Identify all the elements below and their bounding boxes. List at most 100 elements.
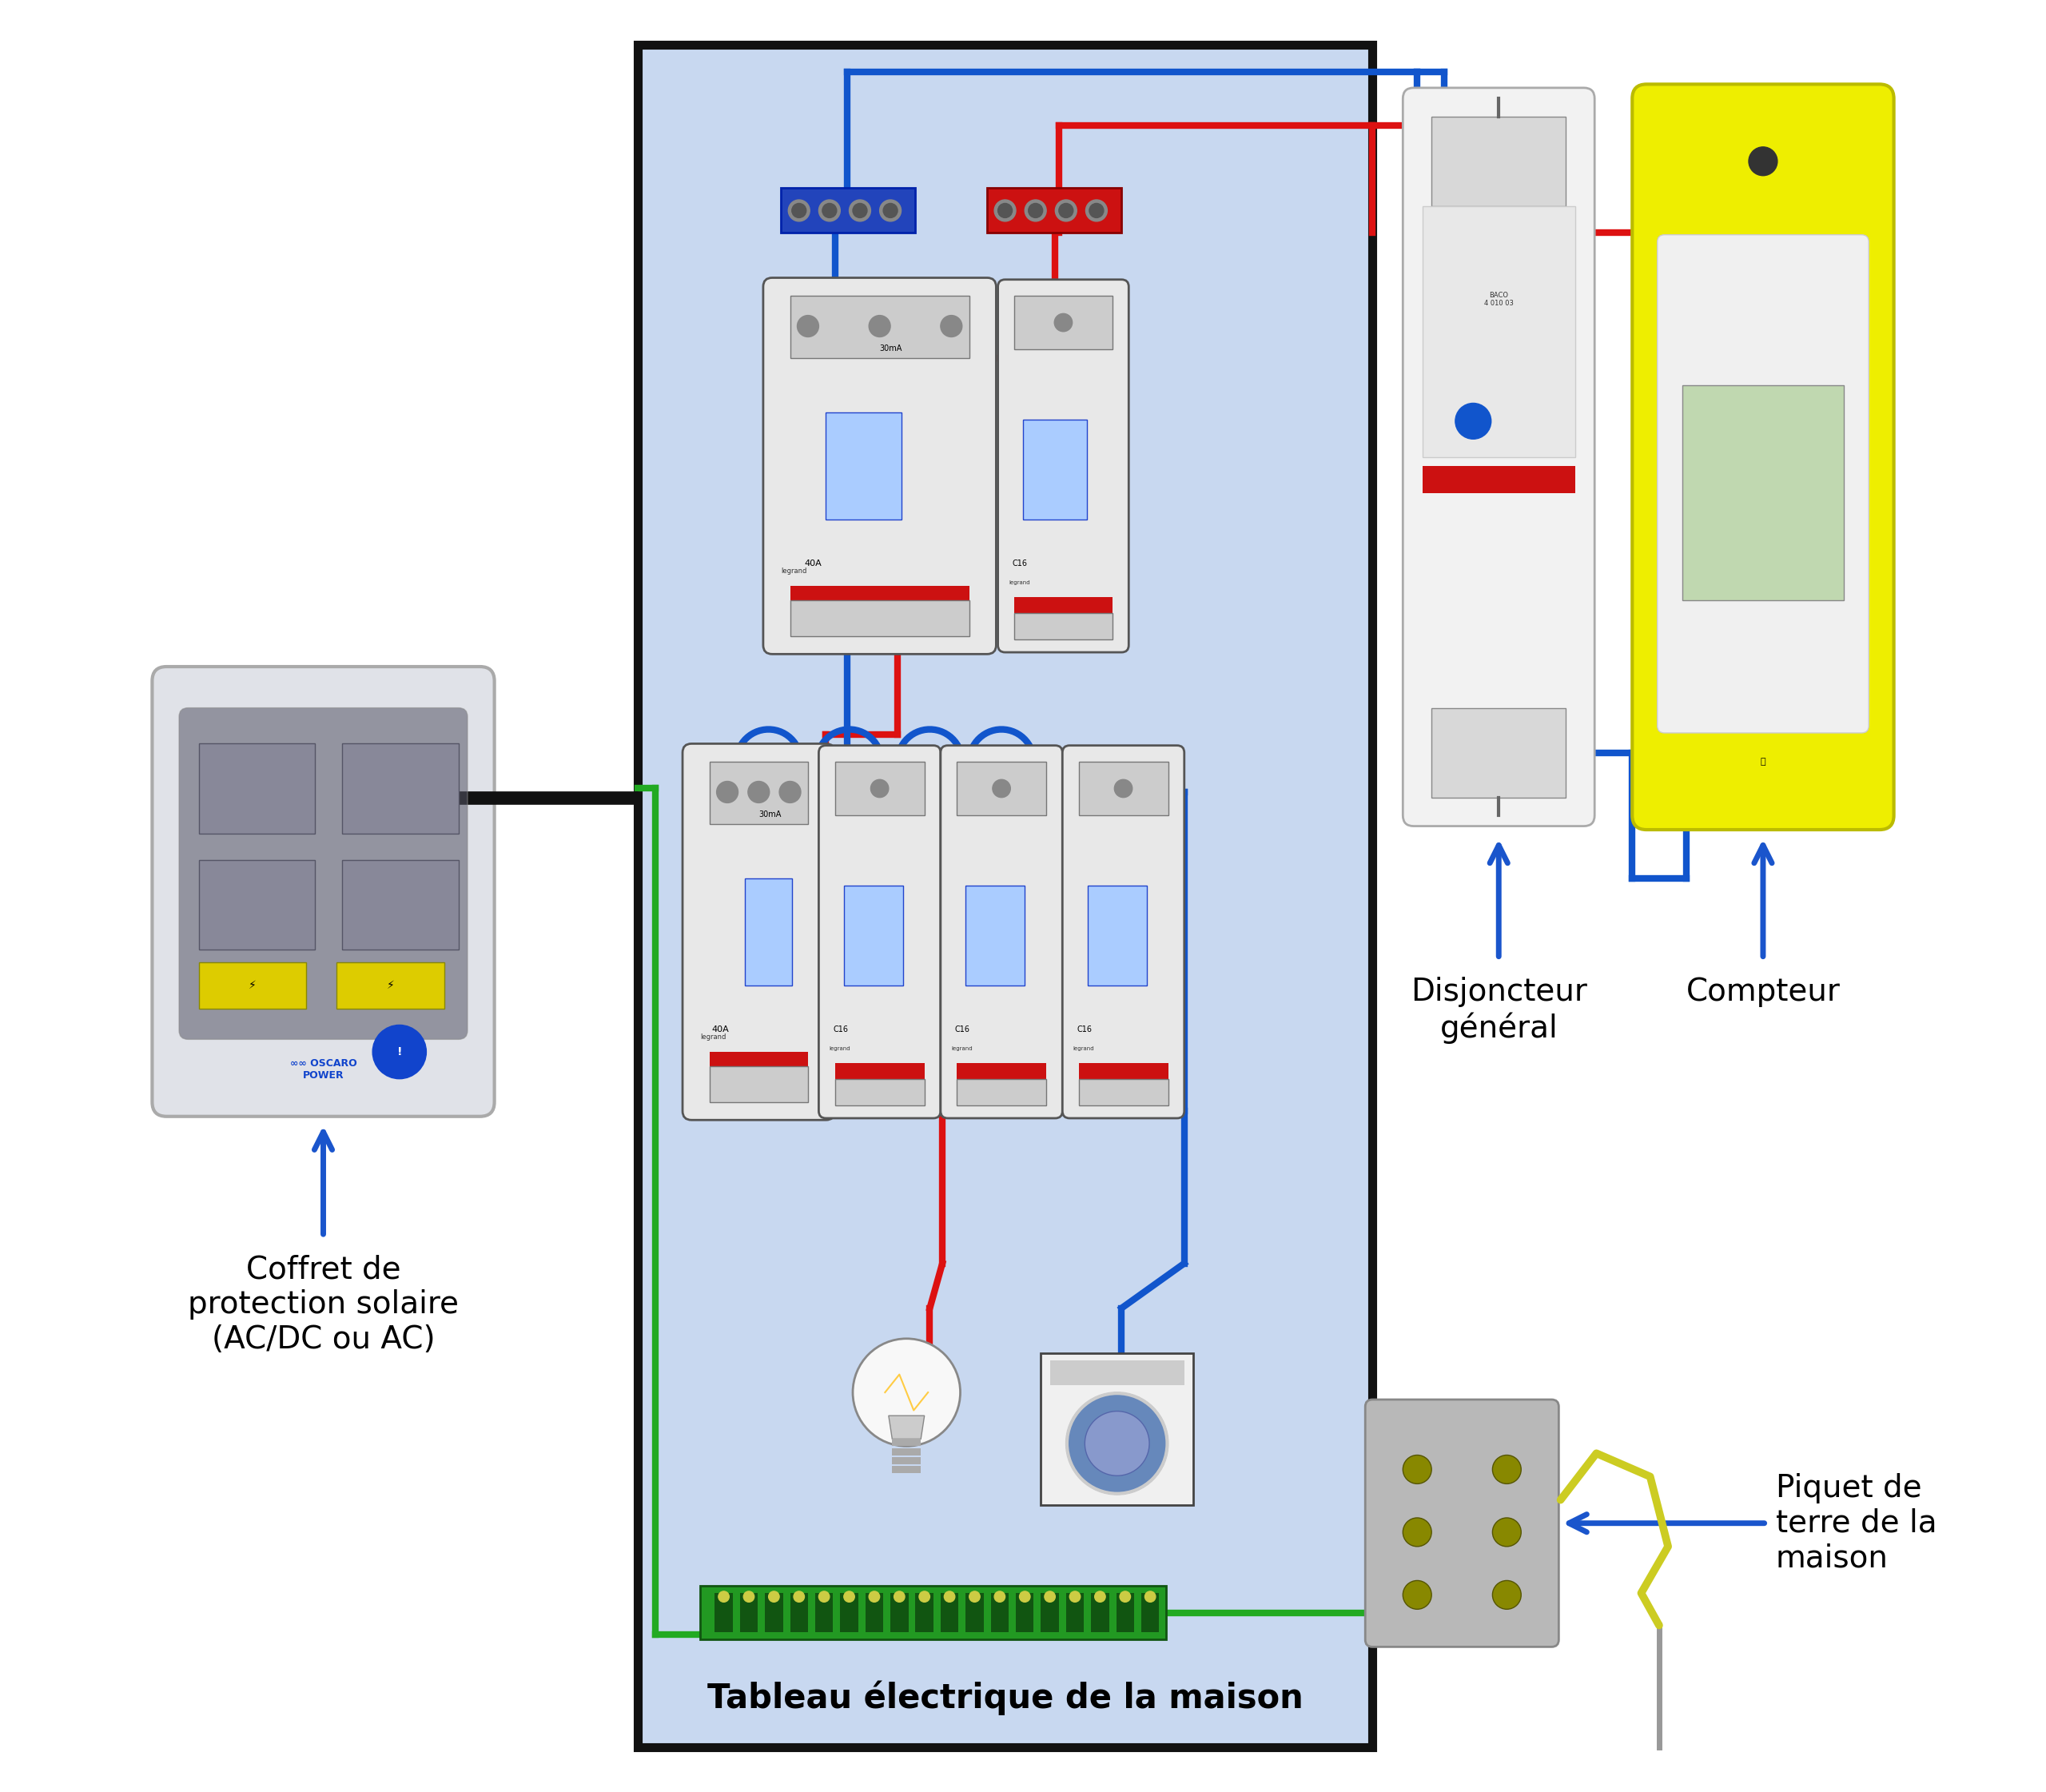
Text: Tableau électrique de la maison: Tableau électrique de la maison [708,1681,1303,1715]
Bar [865,1593,884,1633]
FancyBboxPatch shape [683,744,835,1120]
Circle shape [1404,1518,1432,1546]
Circle shape [941,315,962,337]
Bar [198,744,315,833]
Text: C16: C16 [1013,559,1027,568]
Bar [835,762,925,815]
Circle shape [1492,1455,1520,1484]
FancyBboxPatch shape [1657,235,1868,733]
Bar [700,1586,1166,1640]
Bar [1422,466,1575,493]
Circle shape [1070,1591,1080,1602]
Bar [1066,1593,1084,1633]
Bar [890,1593,908,1633]
FancyBboxPatch shape [1633,84,1895,830]
Bar [1091,1593,1109,1633]
Circle shape [998,204,1013,219]
Bar [638,45,1373,1747]
Bar [1422,206,1575,457]
Circle shape [716,781,739,803]
FancyBboxPatch shape [941,745,1062,1118]
Text: Disjoncteur
général: Disjoncteur général [1410,977,1588,1043]
Circle shape [818,201,841,222]
Text: 40A: 40A [804,559,822,568]
Text: 30mA: 30mA [880,344,902,353]
Text: Coffret de
protection solaire
(AC/DC ou AC): Coffret de protection solaire (AC/DC ou … [188,1254,458,1355]
Text: legrand: legrand [700,1034,726,1041]
Bar [1117,1593,1133,1633]
Circle shape [1056,201,1076,222]
Bar [1682,385,1843,600]
Circle shape [1088,204,1103,219]
Circle shape [1046,1591,1056,1602]
Circle shape [822,204,837,219]
Bar [710,762,808,824]
Bar [1078,762,1168,815]
Text: legrand: legrand [951,1047,972,1050]
Bar [814,1593,833,1633]
Circle shape [994,1591,1005,1602]
Circle shape [749,781,769,803]
Bar [958,762,1046,815]
Bar [1432,708,1565,797]
Text: legrand: legrand [1009,581,1029,584]
Circle shape [943,1591,955,1602]
Circle shape [818,1591,829,1602]
Bar [892,1448,921,1455]
Circle shape [1025,201,1046,222]
Bar [1023,419,1086,520]
Circle shape [1492,1518,1520,1546]
Circle shape [992,780,1011,797]
Bar [835,1063,925,1090]
Bar [1078,1063,1168,1090]
Circle shape [372,1025,426,1079]
Circle shape [870,1591,880,1602]
Circle shape [780,781,800,803]
Bar [841,1593,857,1633]
Bar [990,1593,1009,1633]
Circle shape [994,201,1015,222]
Bar [915,1593,933,1633]
Bar [782,188,915,233]
Text: ⚡: ⚡ [250,980,256,991]
Circle shape [884,204,898,219]
Bar [1088,885,1146,986]
Bar [745,878,792,986]
Circle shape [853,1339,960,1446]
Bar [198,962,307,1009]
Bar [1050,1360,1185,1385]
Text: 🔒: 🔒 [1760,758,1766,765]
Circle shape [1455,403,1492,439]
Bar [827,412,900,520]
Circle shape [788,201,810,222]
Bar [843,885,902,986]
Bar [986,188,1121,233]
Bar [714,1593,732,1633]
Circle shape [1060,204,1074,219]
Text: Compteur: Compteur [1686,977,1839,1007]
Text: BACO
4 010 03: BACO 4 010 03 [1483,292,1514,306]
Bar [892,1457,921,1464]
Text: C16: C16 [955,1025,970,1034]
Circle shape [1054,314,1072,332]
Bar [966,885,1025,986]
Bar [790,1593,808,1633]
FancyBboxPatch shape [1365,1400,1559,1647]
Text: !: ! [397,1047,401,1057]
Bar [338,962,444,1009]
Bar [966,1593,984,1633]
Bar [1041,1353,1193,1505]
Text: C16: C16 [1076,1025,1093,1034]
Circle shape [970,1591,980,1602]
Circle shape [1066,1394,1168,1495]
FancyBboxPatch shape [151,667,495,1116]
Circle shape [792,204,806,219]
FancyBboxPatch shape [763,278,996,654]
Circle shape [870,315,890,337]
Circle shape [872,780,888,797]
Bar [1142,1593,1160,1633]
Bar [1015,597,1113,624]
Bar [1041,1593,1060,1633]
Bar [741,1593,757,1633]
Circle shape [1084,1412,1150,1477]
